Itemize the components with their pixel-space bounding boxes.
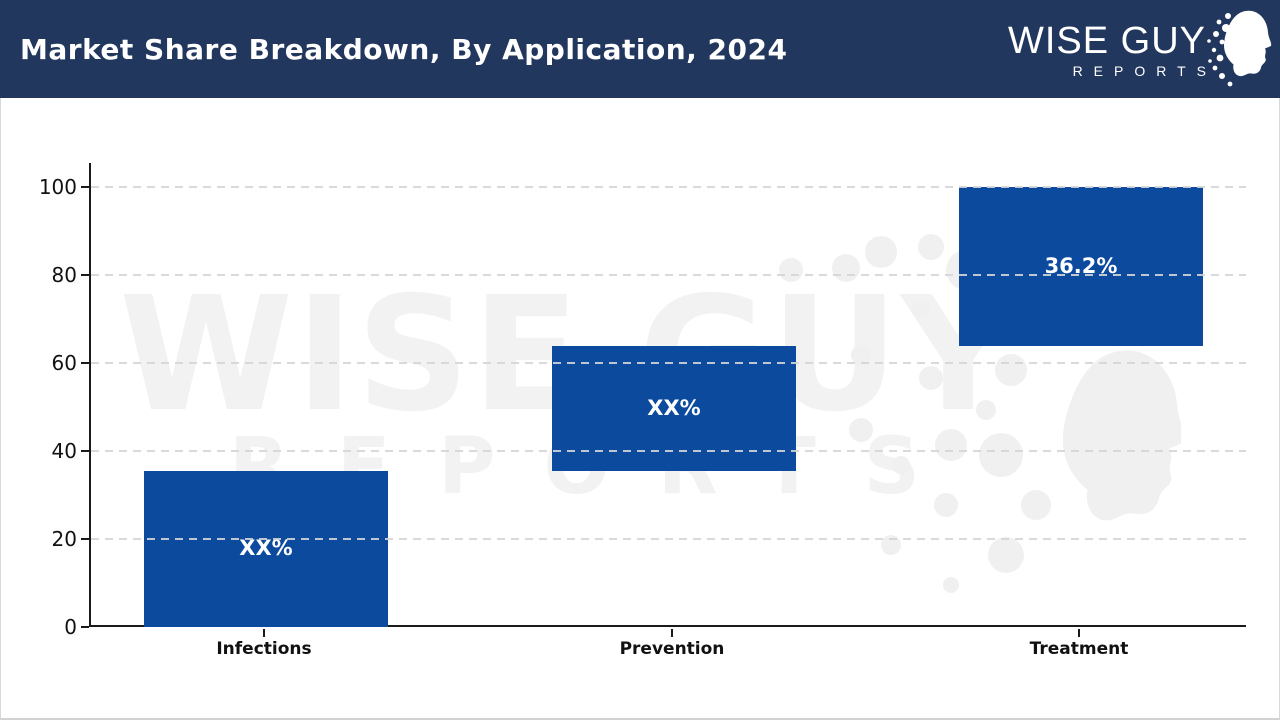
- x-tick-label: Prevention: [619, 639, 725, 659]
- y-tick-mark: [81, 450, 89, 452]
- x-tick-mark: [263, 629, 265, 637]
- header: Market Share Breakdown, By Application, …: [0, 0, 1280, 98]
- logo-wordmark: WISE GUY: [1007, 20, 1206, 62]
- y-tick-label: 40: [51, 439, 77, 463]
- bar-infections: XX%: [144, 470, 388, 627]
- grid-line: [91, 362, 1246, 364]
- x-tick-label: Treatment: [1029, 639, 1129, 659]
- page-title: Market Share Breakdown, By Application, …: [20, 33, 788, 66]
- y-tick-label: 100: [38, 175, 77, 199]
- y-tick-label: 80: [51, 263, 77, 287]
- bar-treatment: 36.2%: [959, 187, 1203, 347]
- y-tick-label: 0: [64, 615, 77, 639]
- y-tick-mark: [81, 538, 89, 540]
- logo-head-icon: [1207, 10, 1272, 87]
- x-tick-mark: [1078, 629, 1080, 637]
- grid-line: [91, 274, 1246, 276]
- plot-area: XX% XX% 36.2%: [89, 163, 1246, 627]
- bar-value-label: 36.2%: [1044, 253, 1118, 278]
- y-tick-mark: [81, 274, 89, 276]
- grid-line: [91, 538, 1246, 540]
- bar-value-label: XX%: [647, 395, 701, 420]
- y-tick-mark: [81, 362, 89, 364]
- logo: WISE GUY REPORTS: [1004, 6, 1272, 92]
- chart-canvas: WISE GUY REPORTS XX%XX%36.2% 02040608010…: [0, 98, 1280, 720]
- y-tick-label: 60: [51, 351, 77, 375]
- bar-prevention: XX%: [552, 346, 796, 471]
- logo-text: WISE GUY REPORTS: [1008, 22, 1206, 79]
- y-tick-mark: [81, 186, 89, 188]
- y-tick-mark: [81, 626, 89, 628]
- logo-subtext: REPORTS: [1072, 63, 1217, 79]
- grid-line: [91, 450, 1246, 452]
- x-tick-mark: [671, 629, 673, 637]
- x-tick-label: Infections: [216, 639, 312, 659]
- y-tick-label: 20: [51, 527, 77, 551]
- grid-line: [91, 186, 1246, 188]
